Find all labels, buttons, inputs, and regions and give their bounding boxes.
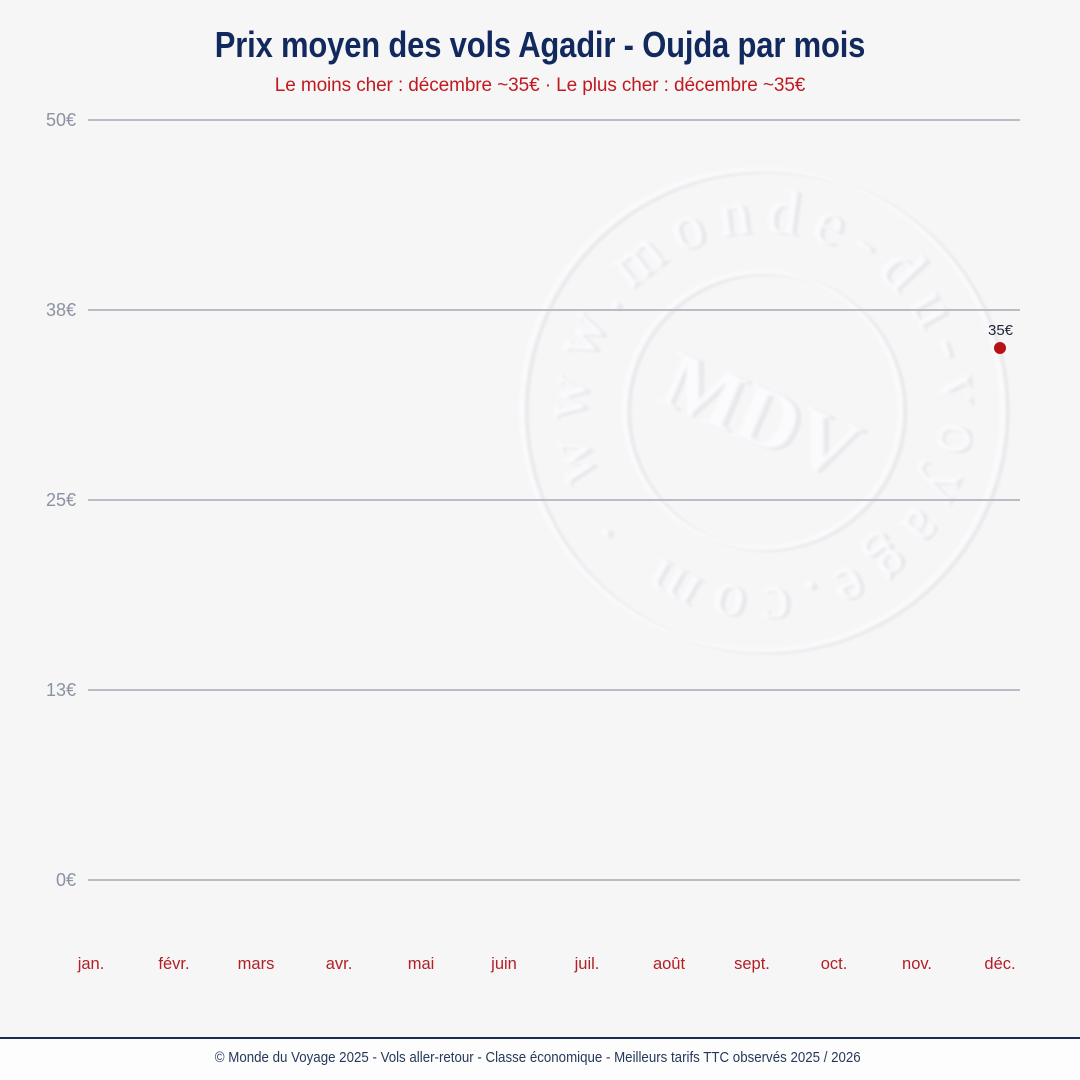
svg-text:MDV: MDV <box>648 333 872 499</box>
